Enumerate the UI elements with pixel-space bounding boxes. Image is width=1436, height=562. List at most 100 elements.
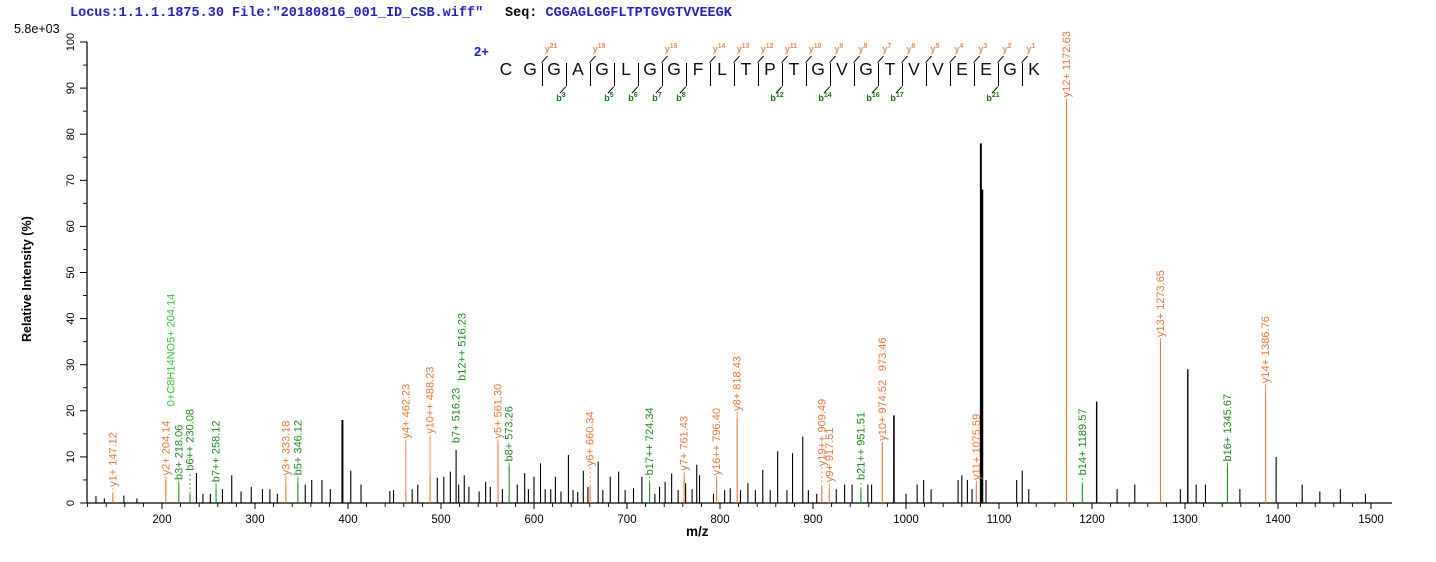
cleavage-divider [661, 63, 663, 86]
y-ion-tag: y1 [1026, 43, 1036, 54]
precursor-charge: 2+ [474, 44, 489, 59]
cleavage-divider [685, 63, 687, 86]
y-ion-tag: y6 [906, 43, 916, 54]
x-tick-label: 1100 [987, 514, 1012, 526]
x-tick-label: 700 [617, 514, 636, 526]
y-ion-tag: y19 [592, 43, 606, 54]
residue: F [692, 59, 704, 79]
peak-label: b7+ 516.23 [451, 388, 463, 443]
peak-label: y13+ 1273.65 [1155, 270, 1167, 337]
sequence-header: Seq: CGGAGLGGFLTPTGVGTVVEEGK [505, 6, 732, 21]
peak-label: 973.46 [877, 337, 889, 371]
y-ion-tag: y11 [784, 43, 798, 54]
y-tick-label: 60 [65, 220, 77, 232]
residue: V [908, 59, 920, 79]
y-tick-label: 20 [65, 405, 77, 417]
residue: P [764, 59, 776, 79]
x-tick-label: 500 [431, 514, 450, 526]
b-ion-tag: b14 [818, 92, 832, 103]
peak-label: b21++ 951.51 [855, 412, 867, 480]
x-tick-label: 800 [710, 514, 729, 526]
x-tick-label: 1300 [1172, 514, 1198, 526]
residue: E [980, 59, 992, 79]
x-tick-label: 300 [245, 514, 264, 526]
residue: G [643, 59, 657, 79]
residue: T [788, 59, 800, 79]
cleavage-divider [901, 63, 903, 86]
y-tick-label: 80 [65, 128, 77, 140]
peak-label: y12+ 1172.63 [1061, 31, 1073, 97]
cleavage-divider [757, 63, 759, 86]
x-tick-label: 600 [524, 514, 543, 526]
peak-label: y4+ 462.23 [400, 384, 412, 439]
residue: L [717, 59, 727, 79]
residue: L [621, 59, 631, 79]
y-ion-tag: y14 [712, 43, 726, 54]
peak-label: y11+ 1075.59 [971, 414, 983, 480]
residue: V [932, 59, 944, 79]
max-intensity-label: 5.8e+03 [14, 22, 60, 36]
residue: T [740, 59, 752, 79]
b-ion-tag: b16 [866, 92, 880, 103]
cleavage-divider [925, 63, 927, 86]
y-tick-label: 40 [65, 312, 77, 324]
cleavage-divider [805, 63, 807, 86]
x-tick-label: 1500 [1358, 514, 1384, 526]
peak-label: y8+ 818.43 [732, 356, 744, 411]
y-ion-tag: y3 [978, 43, 988, 54]
residue: G [547, 59, 561, 79]
y-ion-tag: y12 [760, 43, 774, 54]
cleavage-divider [949, 63, 951, 86]
x-axis-title: m/z [686, 524, 709, 539]
b-ion-tag: b12 [770, 92, 784, 103]
y-ion-tag: y5 [930, 43, 940, 54]
peak-label: y1+ 147.12 [107, 432, 119, 487]
residue: G [859, 59, 873, 79]
x-tick-label: 900 [803, 514, 822, 526]
b-ion-tag: b8 [676, 92, 686, 103]
cleavage-divider [829, 63, 831, 86]
y-ion-tag: y21 [544, 43, 558, 54]
b-ion-tag: b17 [890, 92, 904, 103]
peak-label: y16++ 796.40 [711, 408, 723, 475]
b-ion-tag: b5 [604, 92, 614, 103]
cleavage-divider [637, 63, 639, 86]
y-tick-label: 0 [65, 500, 77, 506]
sequence-text: CGGAGLGGFLTPTGVGTVVEEGK [545, 6, 732, 21]
peak-label: y9+ 917.51 [824, 428, 836, 483]
y-tick-label: 100 [65, 33, 77, 51]
y-tick-label: 50 [65, 266, 77, 278]
peak-label: y7+ 761.43 [679, 416, 691, 471]
peak-label: y10+ 974.52 [877, 380, 889, 441]
cleavage-divider [541, 63, 543, 86]
cleavage-divider [997, 63, 999, 86]
cleavage-divider [565, 63, 567, 86]
y-ion-tag: y13 [736, 43, 750, 54]
x-tick-label: 400 [338, 514, 357, 526]
x-tick-label: 200 [152, 514, 171, 526]
peak-label: y6+ 660.34 [585, 411, 597, 466]
y-ion-tag: y10 [808, 43, 822, 54]
peak-label: 0+C8H14NO5+ 204.14 [165, 294, 177, 407]
peak-label: b8+ 573.26 [504, 406, 516, 461]
residue: A [572, 59, 584, 79]
residue: G [811, 59, 825, 79]
y-tick-label: 90 [65, 82, 77, 94]
b-ion-tag: b6 [628, 92, 638, 103]
seq-label: Seq: [505, 6, 546, 21]
cleavage-divider [733, 63, 735, 86]
cleavage-divider [877, 63, 879, 86]
residue: G [667, 59, 681, 79]
residue: K [1028, 59, 1040, 79]
peak-label: y2+ 204.14 [160, 421, 172, 476]
b-ion-tag: b21 [986, 92, 1000, 103]
residue: G [1003, 59, 1017, 79]
cleavage-divider [709, 63, 711, 86]
residue: E [956, 59, 968, 79]
y-ion-tag: y16 [664, 43, 678, 54]
residue: G [595, 59, 609, 79]
y-ion-tag: y7 [882, 43, 892, 54]
cleavage-divider [613, 63, 615, 86]
